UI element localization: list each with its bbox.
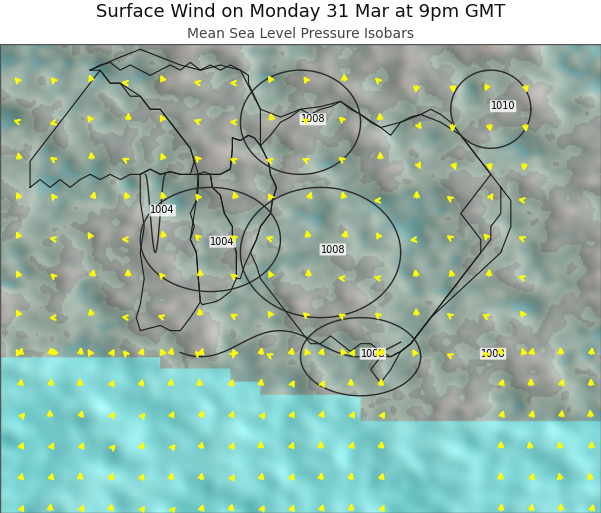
Text: 1008: 1008 [300,114,325,124]
Text: 1008: 1008 [361,349,385,359]
Text: 1008: 1008 [320,245,345,254]
Text: 1004: 1004 [210,236,235,247]
Text: Mean Sea Level Pressure Isobars: Mean Sea Level Pressure Isobars [187,27,414,42]
Text: 1008: 1008 [481,349,505,359]
Text: 1004: 1004 [150,205,175,215]
Text: 1010: 1010 [491,101,515,111]
Text: Surface Wind on Monday 31 Mar at 9pm GMT: Surface Wind on Monday 31 Mar at 9pm GMT [96,4,505,22]
